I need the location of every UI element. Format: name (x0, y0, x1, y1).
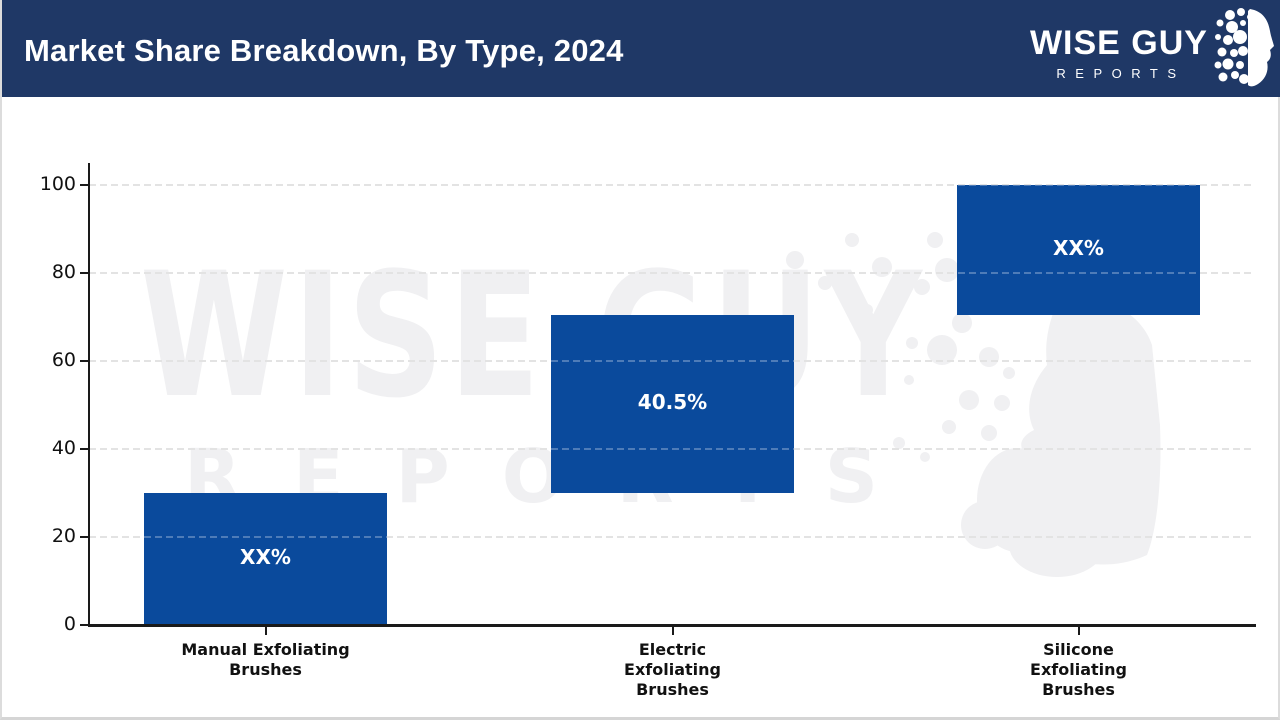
y-tick-label-80: 80 (51, 261, 76, 283)
x-category-label-1: Electric Exfoliating Brushes (624, 640, 721, 699)
y-tick-mark-100 (80, 184, 88, 186)
y-tick-label-0: 0 (63, 613, 76, 635)
x-tick-mark-0 (264, 627, 267, 635)
bar-segment-2: XX% (957, 185, 1200, 315)
gridline-80 (89, 272, 1255, 274)
gridline-overlay-60 (89, 360, 1255, 362)
x-tick-mark-2 (1077, 627, 1080, 635)
logo-text: WISE GUY REPORTS (1030, 24, 1208, 81)
y-tick-label-40: 40 (51, 437, 76, 459)
logo-sub-text: REPORTS (1056, 65, 1186, 81)
bar-segment-1: 40.5% (551, 314, 794, 493)
y-tick-label-60: 60 (51, 349, 76, 371)
y-tick-label-20: 20 (51, 525, 76, 547)
y-tick-mark-20 (80, 536, 88, 538)
bar-value-label-0: XX% (240, 545, 291, 569)
face-profile-icon (1214, 8, 1274, 87)
gridline-100 (89, 184, 1255, 186)
bar-value-label-1: 40.5% (637, 389, 708, 414)
gridline-overlay-20 (89, 536, 1255, 538)
y-tick-mark-60 (80, 360, 88, 362)
header-band: Market Share Breakdown, By Type, 2024 WI… (2, 0, 1280, 97)
wiseguy-logo: WISE GUY REPORTS (1030, 6, 1274, 92)
y-tick-mark-0 (80, 624, 88, 626)
y-tick-mark-80 (80, 272, 88, 274)
x-category-label-0: Manual Exfoliating Brushes (181, 640, 350, 679)
gridline-20 (89, 536, 1255, 538)
watermark-face-icon (786, 232, 1161, 577)
gridline-overlay-100 (89, 184, 1255, 186)
bar-segment-0: XX% (144, 493, 387, 625)
page-title: Market Share Breakdown, By Type, 2024 (24, 33, 624, 68)
x-tick-mark-1 (671, 627, 674, 635)
x-category-label-2: Silicone Exfoliating Brushes (1030, 640, 1127, 699)
y-tick-label-100: 100 (39, 173, 76, 195)
bar-value-label-2: XX% (1053, 235, 1104, 260)
y-axis-spine (88, 163, 90, 627)
logo-brand-text: WISE GUY (1029, 23, 1208, 62)
gridline-overlay-80 (89, 272, 1255, 274)
y-tick-mark-40 (80, 448, 88, 450)
gridline-overlay-40 (89, 448, 1255, 450)
x-axis-spine (88, 624, 1256, 627)
